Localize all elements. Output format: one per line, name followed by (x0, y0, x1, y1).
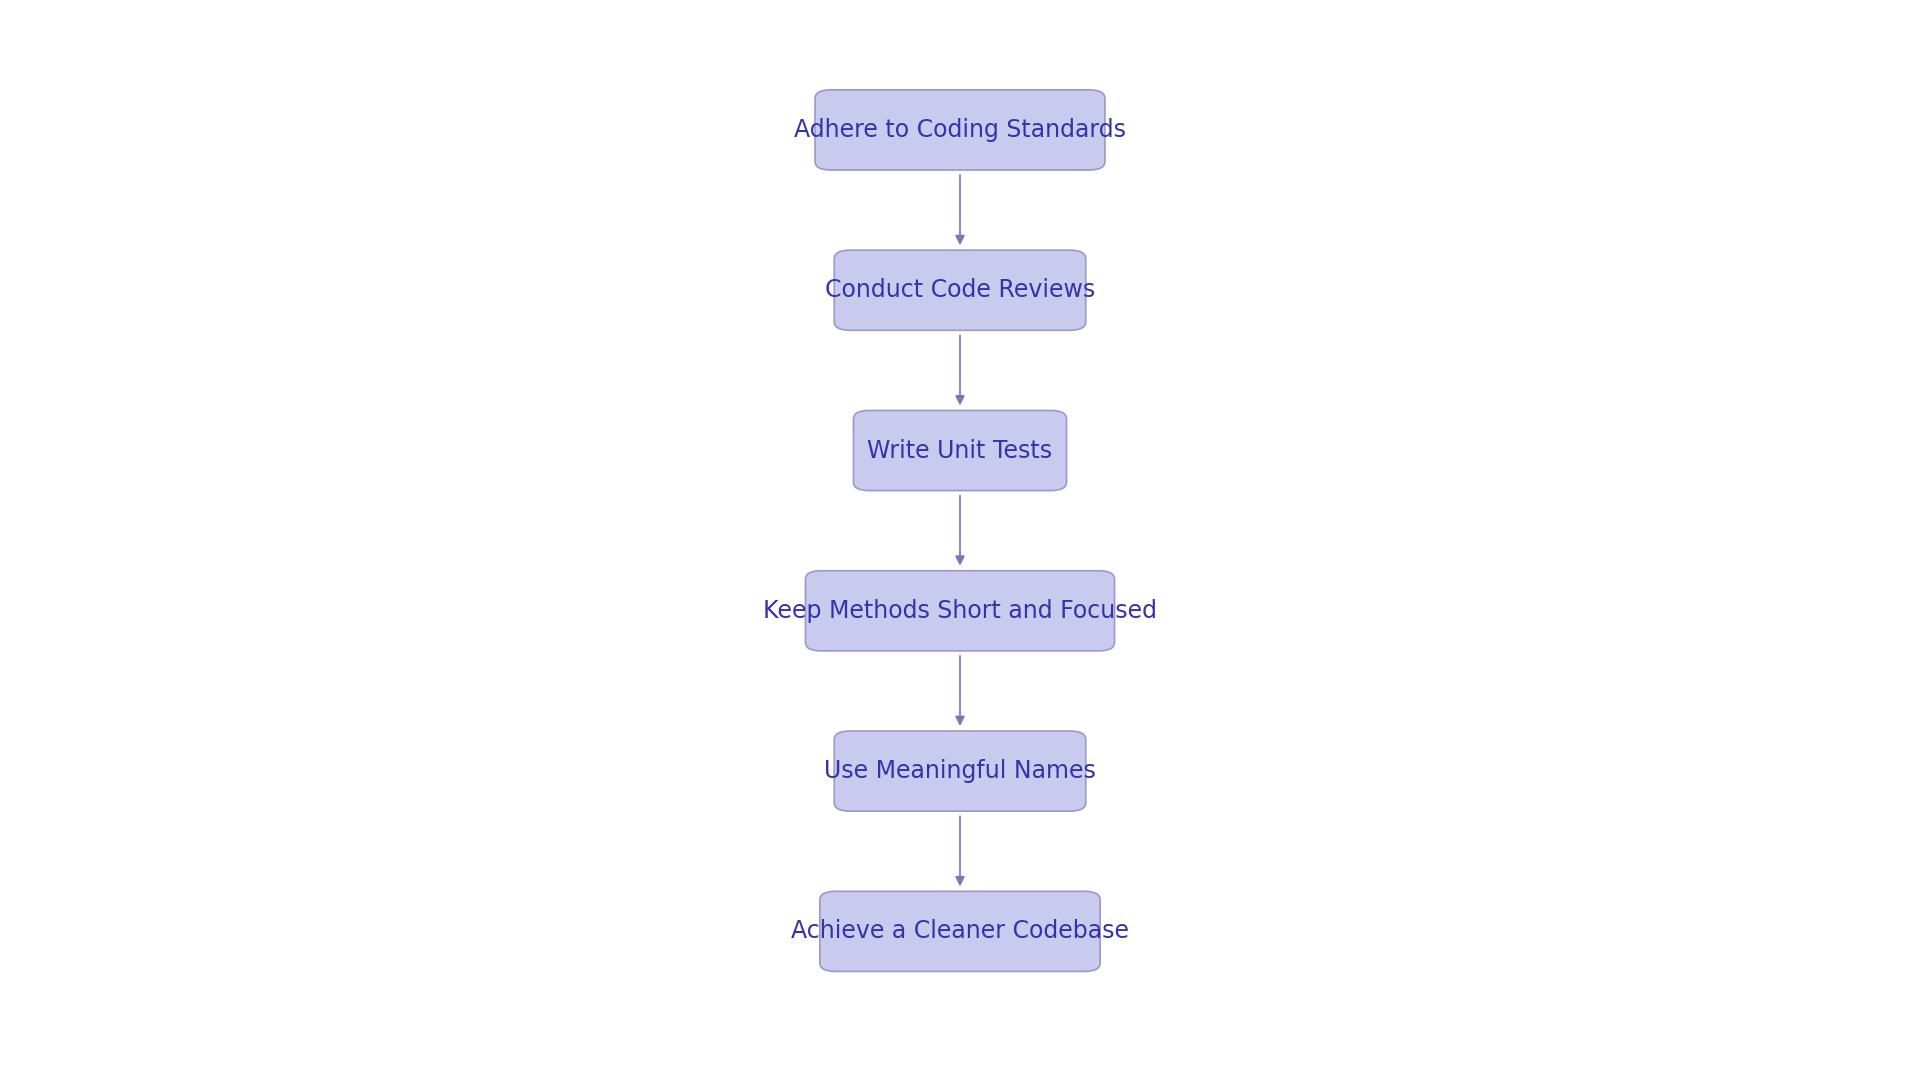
Text: Conduct Code Reviews: Conduct Code Reviews (826, 278, 1094, 302)
Text: Write Unit Tests: Write Unit Tests (868, 439, 1052, 462)
FancyBboxPatch shape (852, 410, 1068, 491)
FancyBboxPatch shape (820, 891, 1100, 971)
Text: Keep Methods Short and Focused: Keep Methods Short and Focused (762, 599, 1158, 623)
FancyBboxPatch shape (806, 571, 1114, 651)
Text: Adhere to Coding Standards: Adhere to Coding Standards (795, 118, 1125, 142)
FancyBboxPatch shape (833, 731, 1087, 811)
FancyBboxPatch shape (814, 90, 1106, 170)
FancyBboxPatch shape (833, 250, 1087, 330)
Text: Achieve a Cleaner Codebase: Achieve a Cleaner Codebase (791, 919, 1129, 943)
Text: Use Meaningful Names: Use Meaningful Names (824, 759, 1096, 783)
